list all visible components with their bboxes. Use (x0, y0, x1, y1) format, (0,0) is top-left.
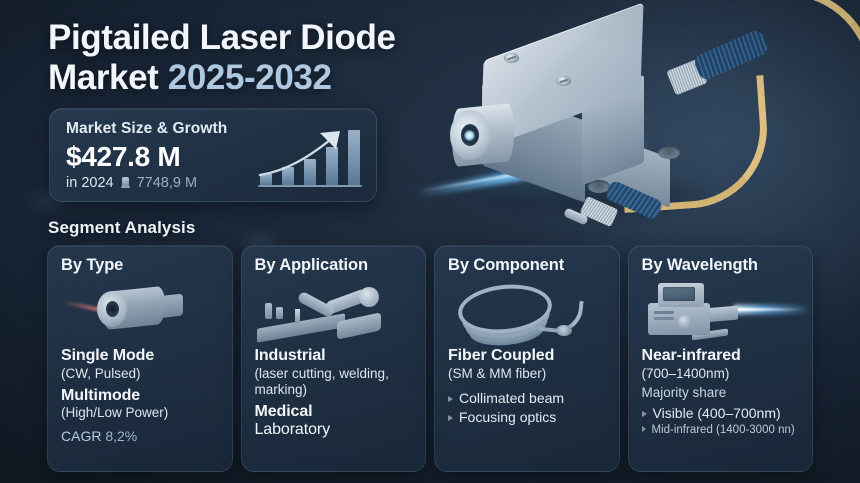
triangle-bullet-icon (448, 395, 453, 402)
triangle-bullet-icon (448, 414, 453, 421)
wavelength-primary: Near-infrared (641, 347, 741, 364)
laser-diode-icon (57, 277, 223, 341)
chart-bar (326, 146, 338, 185)
card-content: Near-infrared (700–1400nm) Majority shar… (641, 347, 800, 436)
market-size-subline: in 2024 7748,9 M (66, 175, 360, 191)
cagr-label: CAGR (61, 428, 102, 445)
chart-marker-icon (120, 177, 130, 189)
title-line-2: Market 2025-2032 (48, 58, 478, 98)
type-primary: Single Mode (61, 347, 155, 364)
card-title: By Wavelength (641, 256, 758, 274)
type-secondary: Multimode (61, 386, 141, 404)
wavelength-primary-sub: (700–1400nm) (641, 365, 730, 381)
title-year-range: 2025-2032 (167, 57, 332, 97)
chart-bar (260, 174, 272, 185)
growth-arrow-icon (258, 131, 340, 177)
list-item: Visible (400–700nm) (641, 404, 800, 421)
title-line-1: Pigtailed Laser Diode (48, 18, 396, 57)
chart-bar (304, 158, 316, 185)
card-title: By Application (254, 256, 369, 274)
chart-bar (282, 167, 294, 185)
list-item: Mid-infrared (1400-3000 nn) (641, 423, 800, 436)
market-forecast-value: 7748,9 M (136, 175, 198, 191)
cagr-value: 8,2% (105, 428, 138, 445)
segment-analysis-heading: Segment Analysis (48, 218, 196, 237)
laser-instrument-icon (638, 277, 812, 341)
list-item: Collimated beam (448, 390, 606, 406)
segment-card-by-component[interactable]: By Component Fiber Coupled (SM & MM fibe… (434, 245, 620, 472)
robot-arm-icon (251, 277, 417, 343)
application-secondary: Medical (254, 402, 313, 420)
component-bullet-2: Focusing optics (459, 408, 557, 425)
component-primary-sub: (SM & MM fiber) (448, 365, 547, 381)
application-secondary-sub: Laboratory (254, 421, 331, 439)
wavelength-note: Majority share (641, 384, 727, 400)
wavelength-bullet-2: Mid-infrared (1400-3000 nn) (651, 423, 795, 436)
list-item: Focusing optics (448, 409, 606, 425)
bracket-hole (588, 180, 610, 193)
component-bullet-1: Collimated beam (459, 389, 565, 406)
card-content: Industrial (laser cutting, welding, mark… (255, 347, 413, 440)
segment-card-by-application[interactable]: By Application Industrial (laser cutting… (240, 245, 426, 472)
cagr-row: CAGR 8,2% (61, 428, 219, 444)
type-secondary-sub: (High/Low Power) (61, 405, 169, 421)
segment-card-by-type[interactable]: By Type Single Mode (CW, Pulsed) Multimo… (47, 245, 233, 472)
bracket-hole (658, 146, 680, 159)
screw-icon (556, 76, 571, 86)
page-title: Pigtailed Laser Diode Market 2025-2032 (48, 18, 478, 97)
application-primary-sub: (laser cutting, welding, marking) (254, 365, 389, 397)
segment-card-list: By Type Single Mode (CW, Pulsed) Multimo… (47, 245, 813, 472)
application-primary: Industrial (254, 347, 326, 364)
segment-card-by-wavelength[interactable]: By Wavelength Near-infrared (700–1400nm)… (627, 245, 813, 472)
screw-icon (504, 53, 519, 63)
pigtailed-laser-diode-illustration (414, 0, 860, 246)
chart-baseline (258, 185, 362, 187)
growth-chart-bars (258, 125, 362, 189)
component-primary: Fiber Coupled (448, 347, 555, 364)
market-size-card: Market Size & Growth $427.8 M in 2024 77… (49, 108, 377, 202)
market-size-value: $427.8 M (66, 141, 181, 172)
wavelength-bullet-1: Visible (400–700nm) (652, 404, 781, 421)
card-title: By Component (448, 256, 565, 274)
market-size-card-title: Market Size & Growth (66, 120, 228, 137)
growth-bar-chart (258, 125, 362, 189)
triangle-bullet-icon (641, 425, 646, 432)
card-title: By Type (61, 256, 124, 274)
lens-emission-point (464, 130, 475, 141)
market-size-year: in 2024 (66, 175, 114, 191)
title-market-word: Market (48, 57, 159, 97)
triangle-bullet-icon (641, 410, 647, 417)
card-content: Fiber Coupled (SM & MM fiber) Collimated… (448, 347, 606, 425)
card-content: Single Mode (CW, Pulsed) Multimode (High… (61, 347, 219, 444)
coiled-fiber-icon (444, 277, 610, 341)
type-primary-sub: (CW, Pulsed) (61, 365, 141, 381)
chart-bar (348, 129, 360, 185)
